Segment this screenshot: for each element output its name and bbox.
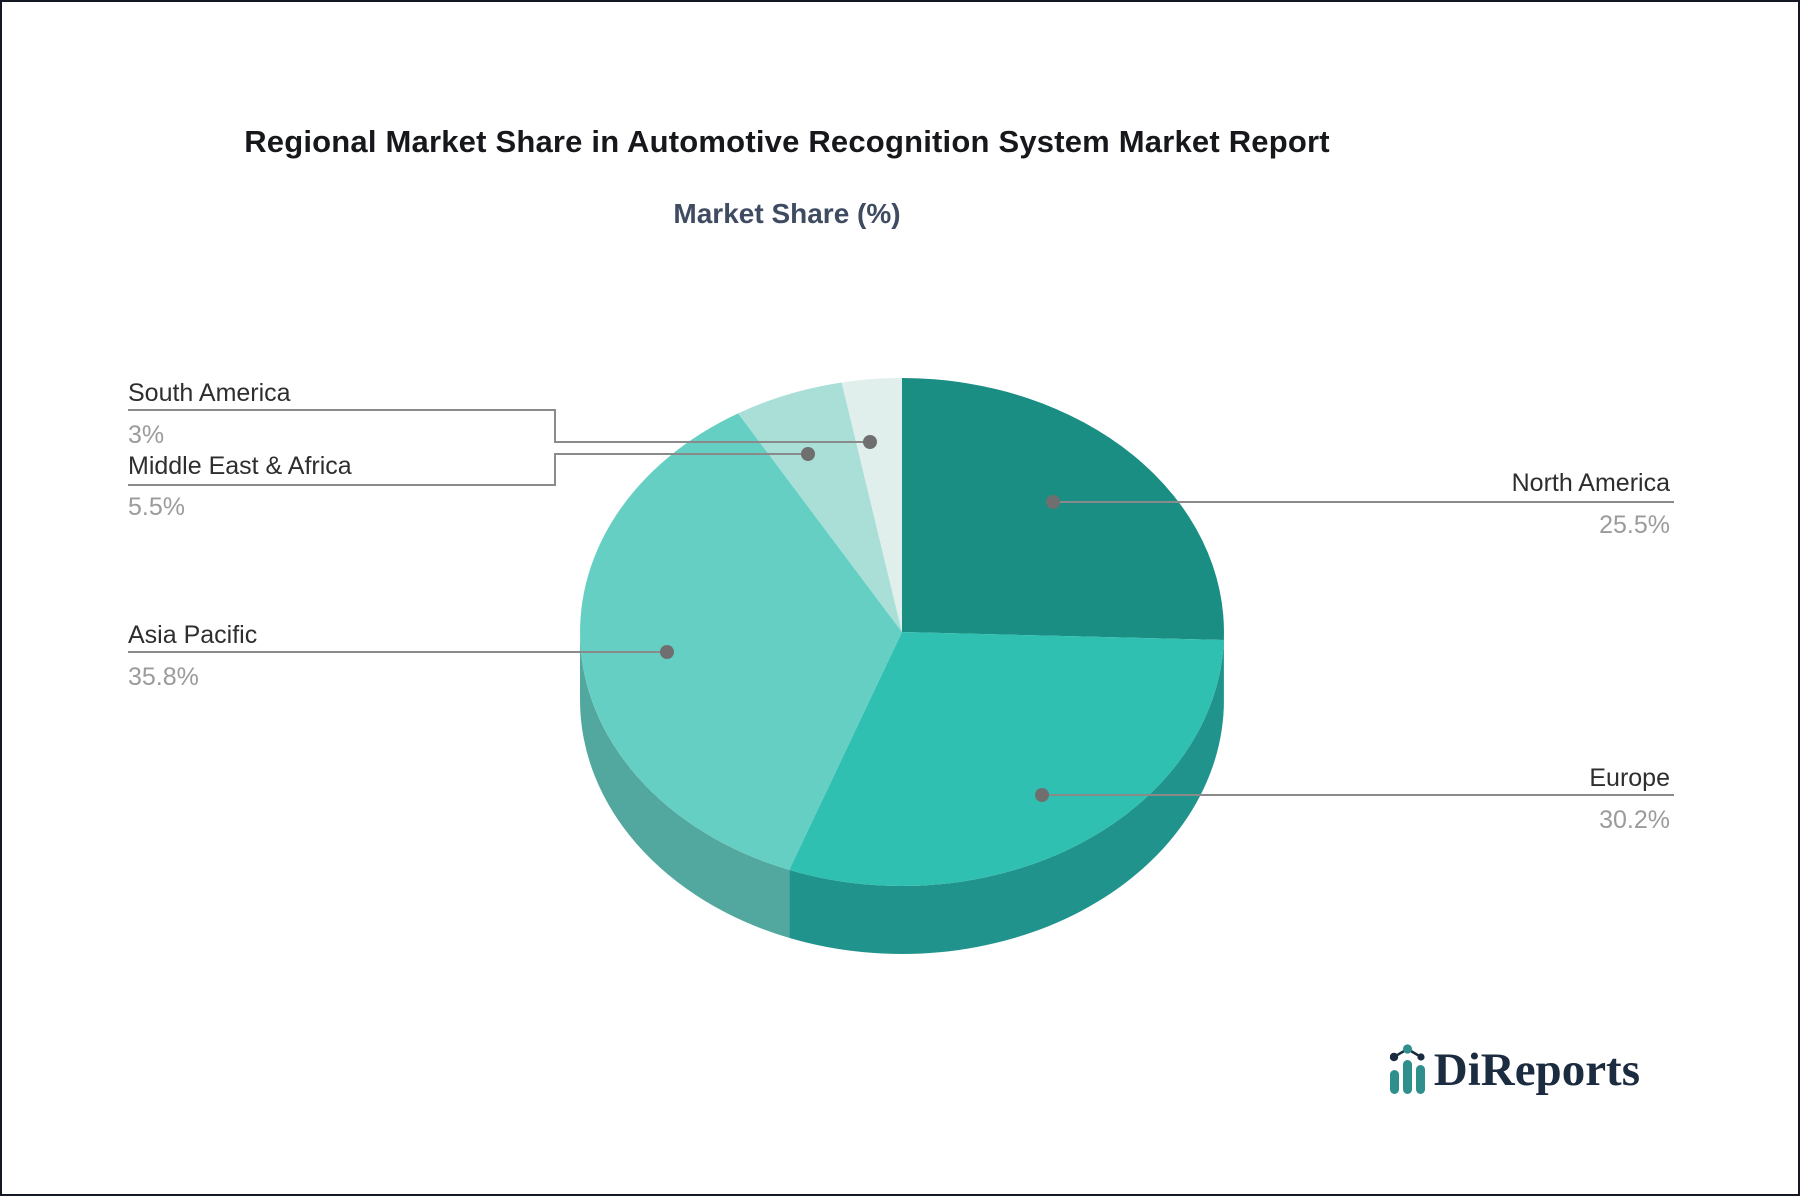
chart-title: Regional Market Share in Automotive Reco…: [244, 124, 1330, 159]
chart-subtitle: Market Share (%): [673, 198, 901, 229]
slice-value-middle-east-africa: 5.5%: [128, 493, 185, 521]
slice-label-south-america: South America: [128, 379, 291, 407]
leader-dot-north-america: [1046, 495, 1060, 509]
pie-rim-europe: [789, 640, 1224, 954]
leader-line-south-america: [128, 409, 870, 443]
leader-dot-europe: [1035, 788, 1049, 802]
pie-slice-north-america: [902, 378, 1224, 640]
leader-dot-asia-pacific: [660, 645, 674, 659]
slice-label-middle-east-africa: Middle East & Africa: [128, 452, 352, 480]
direports-logo-icon: [1389, 1044, 1425, 1094]
pie-slice-middle-east-africa: [738, 382, 902, 632]
pie-slice-asia-pacific: [580, 413, 902, 870]
slice-value-europe: 30.2%: [1599, 806, 1670, 834]
leader-dot-south-america: [863, 435, 877, 449]
slice-value-north-america: 25.5%: [1599, 511, 1670, 539]
slice-label-asia-pacific: Asia Pacific: [128, 621, 258, 649]
slice-value-south-america: 3%: [128, 421, 165, 449]
pie-rim-asia-pacific: [580, 632, 790, 938]
slice-label-north-america: North America: [1511, 469, 1670, 497]
slice-label-europe: Europe: [1589, 764, 1670, 792]
pie-slice-europe: [789, 632, 1224, 886]
direports-logo: DiReports: [1389, 1044, 1640, 1096]
leader-dot-middle-east-africa: [801, 447, 815, 461]
direports-logo-text: DiReports: [1433, 1044, 1640, 1096]
leader-line-middle-east-africa: [128, 453, 808, 486]
slice-value-asia-pacific: 35.8%: [128, 663, 199, 691]
